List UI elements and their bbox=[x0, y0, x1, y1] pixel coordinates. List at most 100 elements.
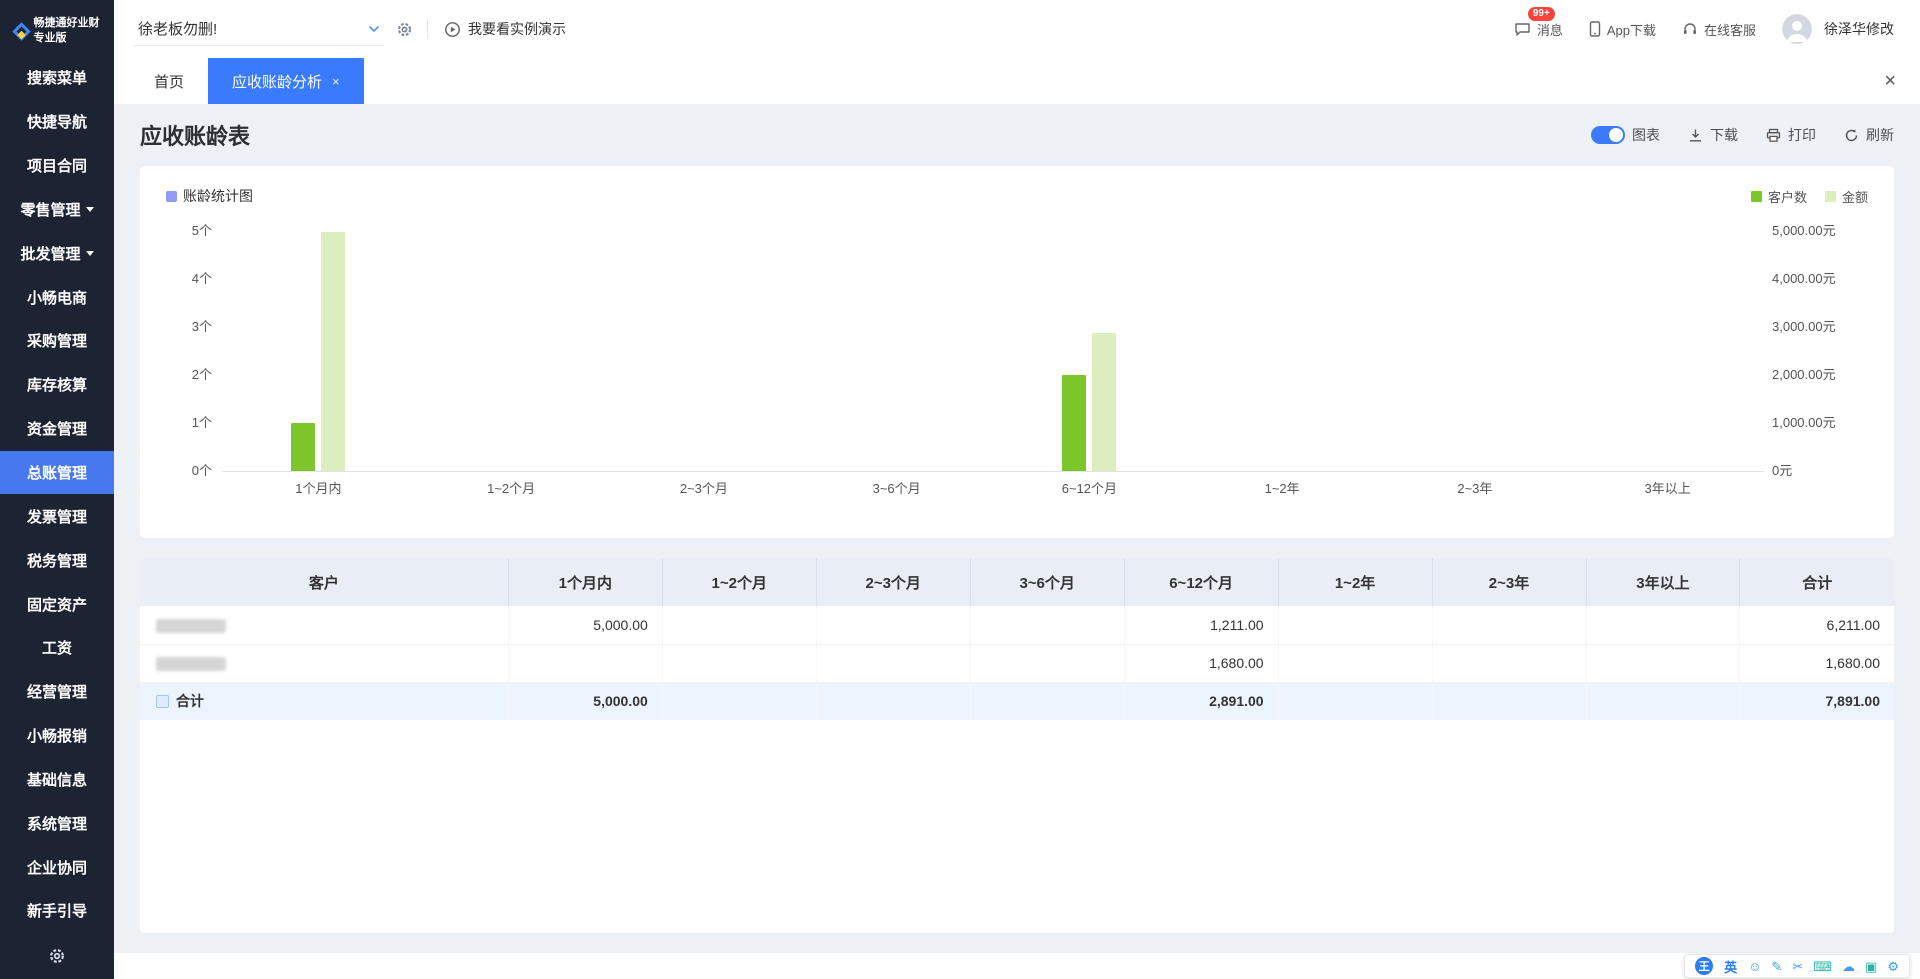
total-value-cell bbox=[1586, 682, 1741, 720]
tab-aging-analysis[interactable]: 应收账龄分析 × bbox=[208, 58, 364, 104]
toggle-switch[interactable] bbox=[1591, 126, 1625, 144]
sidebar-item-label: 经营管理 bbox=[26, 684, 87, 702]
sidebar-item-13[interactable]: 固定资产 bbox=[0, 582, 114, 626]
cloud-icon[interactable]: ☁ bbox=[1842, 958, 1856, 974]
sidebar-item-3[interactable]: 项目合同 bbox=[0, 144, 114, 188]
ime-logo[interactable]: 王 bbox=[1695, 957, 1714, 975]
sidebar-settings-button[interactable] bbox=[0, 933, 114, 979]
avatar[interactable] bbox=[1782, 14, 1812, 44]
total-value-cell bbox=[1432, 682, 1587, 720]
ime-language-indicator[interactable]: 英 bbox=[1724, 959, 1738, 975]
sidebar-item-1[interactable]: 搜索菜单 bbox=[0, 56, 114, 100]
total-label-cell: 合计 bbox=[140, 682, 509, 720]
table-row[interactable]: 5,000.00 1,211.00 6,211.00 bbox=[140, 606, 1894, 645]
chart-category-slot: 1个月内 bbox=[222, 232, 415, 496]
topbar-right: 99+ 消息 App下载 在线客服 徐泽华修改 bbox=[1514, 6, 1894, 44]
redacted-customer-name bbox=[156, 618, 226, 633]
sidebar-item-14[interactable]: 工资 bbox=[0, 626, 114, 670]
legend-swatch bbox=[1824, 190, 1836, 202]
scissors-icon[interactable]: ✂ bbox=[1792, 958, 1804, 974]
sidebar-item-12[interactable]: 税务管理 bbox=[0, 538, 114, 582]
toggle-label: 图表 bbox=[1632, 127, 1660, 143]
column-header[interactable]: 6~12个月 bbox=[1124, 558, 1279, 606]
value-cell bbox=[1432, 606, 1587, 645]
demo-link-label: 我要看实例演示 bbox=[468, 21, 566, 37]
refresh-button[interactable]: 刷新 bbox=[1844, 125, 1894, 145]
column-header[interactable]: 2~3年 bbox=[1432, 558, 1587, 606]
download-button[interactable]: 下载 bbox=[1688, 125, 1738, 145]
smiley-icon[interactable]: ☺ bbox=[1748, 958, 1762, 974]
sidebar-item-6[interactable]: 小畅电商 bbox=[0, 275, 114, 319]
tab-close-icon[interactable]: × bbox=[332, 73, 340, 89]
sidebar-item-20[interactable]: 新手引导 bbox=[0, 889, 114, 933]
sidebar-item-7[interactable]: 采购管理 bbox=[0, 319, 114, 363]
ime-toolbar[interactable]: 王 英 ☺ ✎ ✂ ⌨ ☁ ▣ ⚙ bbox=[1684, 954, 1910, 978]
value-cell: 5,000.00 bbox=[508, 606, 663, 645]
print-button[interactable]: 打印 bbox=[1766, 125, 1816, 145]
sidebar-item-4[interactable]: 零售管理 bbox=[0, 188, 114, 232]
sidebar-item-9[interactable]: 资金管理 bbox=[0, 407, 114, 451]
tab-label: 首页 bbox=[154, 73, 185, 91]
column-header[interactable]: 3年以上 bbox=[1586, 558, 1741, 606]
sidebar-item-label: 发票管理 bbox=[26, 508, 87, 526]
table-row[interactable]: 1,680.00 1,680.00 bbox=[140, 644, 1894, 683]
keyboard-icon[interactable]: ⌨ bbox=[1813, 958, 1833, 974]
sidebar-item-label: 项目合同 bbox=[26, 158, 87, 176]
sidebar-item-18[interactable]: 系统管理 bbox=[0, 801, 114, 845]
y-axis-left: 0个 1个 2个 3个 4个 5个 bbox=[166, 223, 222, 478]
plot-wrap: 0个 1个 2个 3个 4个 5个 1个月内 1~2个月 2~3个月 3~6个月 6~12个月 1~… bbox=[166, 223, 1868, 496]
legend-item[interactable]: 金额 bbox=[1824, 187, 1868, 206]
column-header[interactable]: 2~3个月 bbox=[816, 558, 971, 606]
app-download-button[interactable]: App下载 bbox=[1589, 20, 1656, 39]
column-header[interactable]: 1个月内 bbox=[508, 558, 663, 606]
total-value-cell: 2,891.00 bbox=[1124, 682, 1279, 720]
toolbox-icon[interactable]: ▣ bbox=[1865, 958, 1878, 974]
demo-link[interactable]: 我要看实例演示 bbox=[444, 19, 566, 39]
handwriting-pen-icon[interactable]: ✎ bbox=[1771, 958, 1783, 974]
bar-amount[interactable] bbox=[1092, 332, 1117, 471]
sidebar-item-16[interactable]: 小畅报销 bbox=[0, 714, 114, 758]
bar-customers[interactable] bbox=[291, 423, 316, 471]
total-value-cell bbox=[816, 682, 971, 720]
column-header[interactable]: 1~2个月 bbox=[662, 558, 817, 606]
bar-customers[interactable] bbox=[1062, 375, 1087, 471]
sidebar-item-19[interactable]: 企业协同 bbox=[0, 845, 114, 889]
workspace-settings-button[interactable] bbox=[396, 21, 413, 38]
chart-view-toggle[interactable]: 图表 bbox=[1591, 125, 1660, 145]
print-label: 打印 bbox=[1788, 127, 1816, 143]
total-value-cell bbox=[662, 682, 817, 720]
axis-tick-label: 5,000.00元 bbox=[1772, 223, 1836, 238]
value-cell: 1,680.00 bbox=[1739, 644, 1894, 683]
axis-tick-label: 3,000.00元 bbox=[1772, 319, 1836, 334]
messages-button[interactable]: 99+ 消息 bbox=[1514, 6, 1563, 39]
sidebar-item-17[interactable]: 基础信息 bbox=[0, 758, 114, 802]
bar-amount[interactable] bbox=[321, 232, 346, 471]
sidebar-item-8[interactable]: 库存核算 bbox=[0, 363, 114, 407]
customer-cell bbox=[140, 606, 509, 645]
axis-tick-label: 2个 bbox=[191, 367, 212, 382]
sidebar-item-11[interactable]: 发票管理 bbox=[0, 494, 114, 538]
username[interactable]: 徐泽华修改 bbox=[1824, 21, 1894, 37]
sidebar-item-15[interactable]: 经营管理 bbox=[0, 670, 114, 714]
settings-gear-icon[interactable]: ⚙ bbox=[1887, 958, 1899, 974]
sidebar-item-2[interactable]: 快捷导航 bbox=[0, 100, 114, 144]
legend-item[interactable]: 客户数 bbox=[1750, 187, 1807, 206]
column-header[interactable]: 1~2年 bbox=[1278, 558, 1433, 606]
sidebar-item-5[interactable]: 批发管理 bbox=[0, 231, 114, 275]
column-header[interactable]: 合计 bbox=[1739, 558, 1894, 606]
tab-home[interactable]: 首页 bbox=[130, 58, 208, 104]
table-header-row: 客户 1个月内 1~2个月 2~3个月 3~6个月 6~12个月 1~2年 2~3年 3年以上合… bbox=[140, 558, 1894, 606]
close-panel-icon[interactable]: × bbox=[1884, 70, 1896, 92]
column-header[interactable]: 3~6个月 bbox=[970, 558, 1125, 606]
axis-tick-label: 1个 bbox=[191, 415, 212, 430]
sidebar-item-label: 新手引导 bbox=[26, 903, 87, 921]
column-header[interactable]: 客户 bbox=[140, 558, 509, 606]
sidebar-item-10[interactable]: 总账管理 bbox=[0, 450, 114, 495]
company-selector[interactable]: 徐老板勿删! bbox=[134, 12, 384, 46]
chart-legend: 客户数 金额 bbox=[1750, 187, 1868, 206]
refresh-icon bbox=[1845, 128, 1858, 141]
x-axis-label: 2~3年 bbox=[1457, 481, 1493, 496]
online-support-button[interactable]: 在线客服 bbox=[1682, 20, 1756, 39]
chart-category-slot: 6~12个月 bbox=[993, 232, 1186, 496]
sidebar-item-label: 系统管理 bbox=[26, 815, 87, 833]
